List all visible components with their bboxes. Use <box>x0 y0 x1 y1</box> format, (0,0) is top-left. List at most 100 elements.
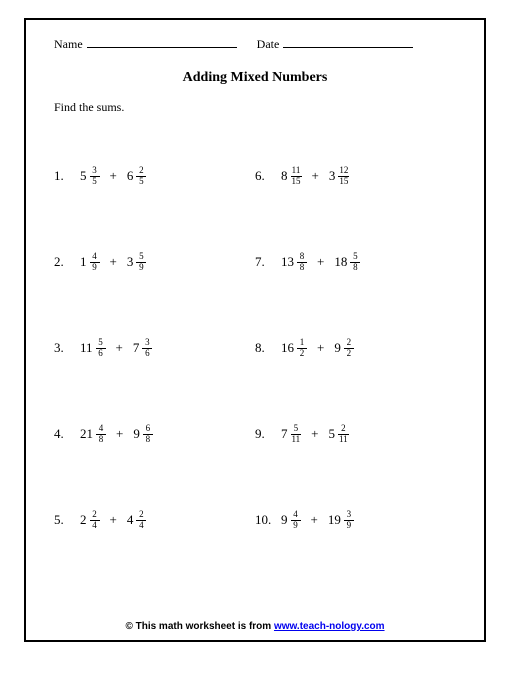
mixed-number: 2148 <box>80 424 106 444</box>
worksheet-page: Name Date Adding Mixed Numbers Find the … <box>24 18 486 642</box>
fraction: 49 <box>291 510 301 530</box>
denominator: 5 <box>138 177 145 186</box>
fraction: 56 <box>96 338 106 358</box>
mixed-number: 81115 <box>281 166 302 186</box>
numerator: 3 <box>346 510 353 519</box>
date-label: Date <box>257 37 280 52</box>
numerator: 5 <box>352 252 359 261</box>
denominator: 8 <box>98 435 105 444</box>
problem: 7.1388+1858 <box>255 219 456 305</box>
problem-number: 5. <box>54 512 80 528</box>
problem: 4.2148+968 <box>54 391 255 477</box>
whole-part: 4 <box>127 512 134 528</box>
mixed-number: 968 <box>133 424 153 444</box>
whole-part: 18 <box>334 254 347 270</box>
fraction: 48 <box>96 424 106 444</box>
name-label: Name <box>54 37 83 52</box>
expression: 7511+5211 <box>281 424 349 444</box>
name-field: Name <box>54 36 237 52</box>
expression: 1612+922 <box>281 338 354 358</box>
mixed-number: 625 <box>127 166 147 186</box>
problem-number: 3. <box>54 340 80 356</box>
denominator: 9 <box>91 263 98 272</box>
problem: 10.949+1939 <box>255 477 456 563</box>
mixed-number: 359 <box>127 252 147 272</box>
expression: 1156+736 <box>80 338 152 358</box>
numerator: 2 <box>138 510 145 519</box>
numerator: 2 <box>91 510 98 519</box>
fraction: 25 <box>136 166 146 186</box>
problem: 6.81115+31215 <box>255 133 456 219</box>
footer-link[interactable]: www.teach-nology.com <box>274 621 385 632</box>
numerator: 4 <box>98 424 105 433</box>
whole-part: 7 <box>281 426 288 442</box>
name-blank-line[interactable] <box>87 36 237 48</box>
mixed-number: 736 <box>133 338 153 358</box>
denominator: 4 <box>138 521 145 530</box>
plus-sign: + <box>311 426 318 442</box>
mixed-number: 1858 <box>334 252 360 272</box>
problem-number: 8. <box>255 340 281 356</box>
plus-sign: + <box>110 512 117 528</box>
plus-sign: + <box>312 168 319 184</box>
header-line: Name Date <box>54 36 456 52</box>
expression: 2148+968 <box>80 424 153 444</box>
problem-number: 1. <box>54 168 80 184</box>
whole-part: 19 <box>328 512 341 528</box>
whole-part: 7 <box>133 340 140 356</box>
expression: 949+1939 <box>281 510 354 530</box>
plus-sign: + <box>311 512 318 528</box>
mixed-number: 149 <box>80 252 100 272</box>
whole-part: 2 <box>80 512 87 528</box>
problem-number: 7. <box>255 254 281 270</box>
fraction: 35 <box>90 166 100 186</box>
expression: 535+625 <box>80 166 146 186</box>
problem: 8.1612+922 <box>255 305 456 391</box>
whole-part: 9 <box>133 426 140 442</box>
problem-number: 2. <box>54 254 80 270</box>
fraction: 24 <box>136 510 146 530</box>
date-field: Date <box>257 36 414 52</box>
whole-part: 13 <box>281 254 294 270</box>
whole-part: 16 <box>281 340 294 356</box>
whole-part: 8 <box>281 168 288 184</box>
fraction: 58 <box>350 252 360 272</box>
fraction: 36 <box>142 338 152 358</box>
whole-part: 6 <box>127 168 134 184</box>
fraction: 24 <box>90 510 100 530</box>
problem: 2.149 +359 <box>54 219 255 305</box>
problem: 9.7511+5211 <box>255 391 456 477</box>
plus-sign: + <box>116 426 123 442</box>
numerator: 5 <box>97 338 104 347</box>
mixed-number: 1939 <box>328 510 354 530</box>
plus-sign: + <box>110 254 117 270</box>
denominator: 11 <box>338 435 349 444</box>
date-blank-line[interactable] <box>283 36 413 48</box>
denominator: 9 <box>346 521 353 530</box>
denominator: 8 <box>299 263 306 272</box>
denominator: 9 <box>138 263 145 272</box>
fraction: 511 <box>291 424 302 444</box>
mixed-number: 949 <box>281 510 301 530</box>
footer: © This math worksheet is from www.teach-… <box>26 621 484 632</box>
whole-part: 3 <box>329 168 336 184</box>
denominator: 2 <box>346 349 353 358</box>
problem-number: 4. <box>54 426 80 442</box>
numerator: 2 <box>346 338 353 347</box>
mixed-number: 31215 <box>329 166 350 186</box>
denominator: 6 <box>144 349 151 358</box>
mixed-number: 424 <box>127 510 147 530</box>
whole-part: 1 <box>80 254 87 270</box>
numerator: 11 <box>291 166 302 175</box>
problems-grid: 1.535+6256.81115+312152.149+3597.1388+18… <box>54 133 456 563</box>
denominator: 9 <box>292 521 299 530</box>
plus-sign: + <box>317 340 324 356</box>
problem: 3.1156+736 <box>54 305 255 391</box>
mixed-number: 1156 <box>80 338 106 358</box>
fraction: 49 <box>90 252 100 272</box>
numerator: 3 <box>144 338 151 347</box>
numerator: 5 <box>138 252 145 261</box>
fraction: 68 <box>143 424 153 444</box>
fraction: 1115 <box>291 166 302 186</box>
numerator: 1 <box>299 338 306 347</box>
